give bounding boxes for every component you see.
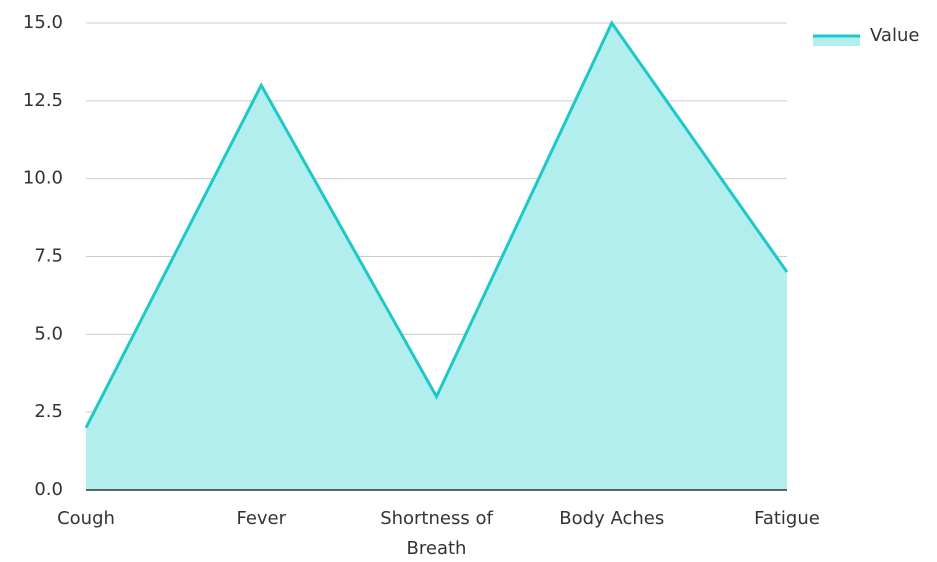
x-tick-label: Shortness of Breath bbox=[380, 508, 493, 559]
y-tick-label: 2.5 bbox=[34, 401, 63, 422]
legend-label: Value bbox=[870, 25, 919, 46]
area-line bbox=[84, 20, 789, 429]
y-tick-label: 12.5 bbox=[23, 90, 63, 111]
y-tick-label: 0.0 bbox=[34, 479, 63, 500]
x-tick-label: Fever bbox=[236, 508, 287, 529]
x-tick-label: Cough bbox=[57, 508, 115, 529]
y-tick-label: 7.5 bbox=[34, 246, 63, 267]
x-tick-label: Body Aches bbox=[559, 508, 665, 529]
x-tick-label: Fatigue bbox=[754, 508, 820, 529]
area-fill bbox=[86, 23, 787, 490]
y-tick-label: 10.0 bbox=[23, 168, 63, 189]
y-tick-label: 5.0 bbox=[34, 323, 63, 344]
y-tick-label: 15.0 bbox=[23, 12, 63, 33]
legend-swatch bbox=[813, 36, 860, 46]
